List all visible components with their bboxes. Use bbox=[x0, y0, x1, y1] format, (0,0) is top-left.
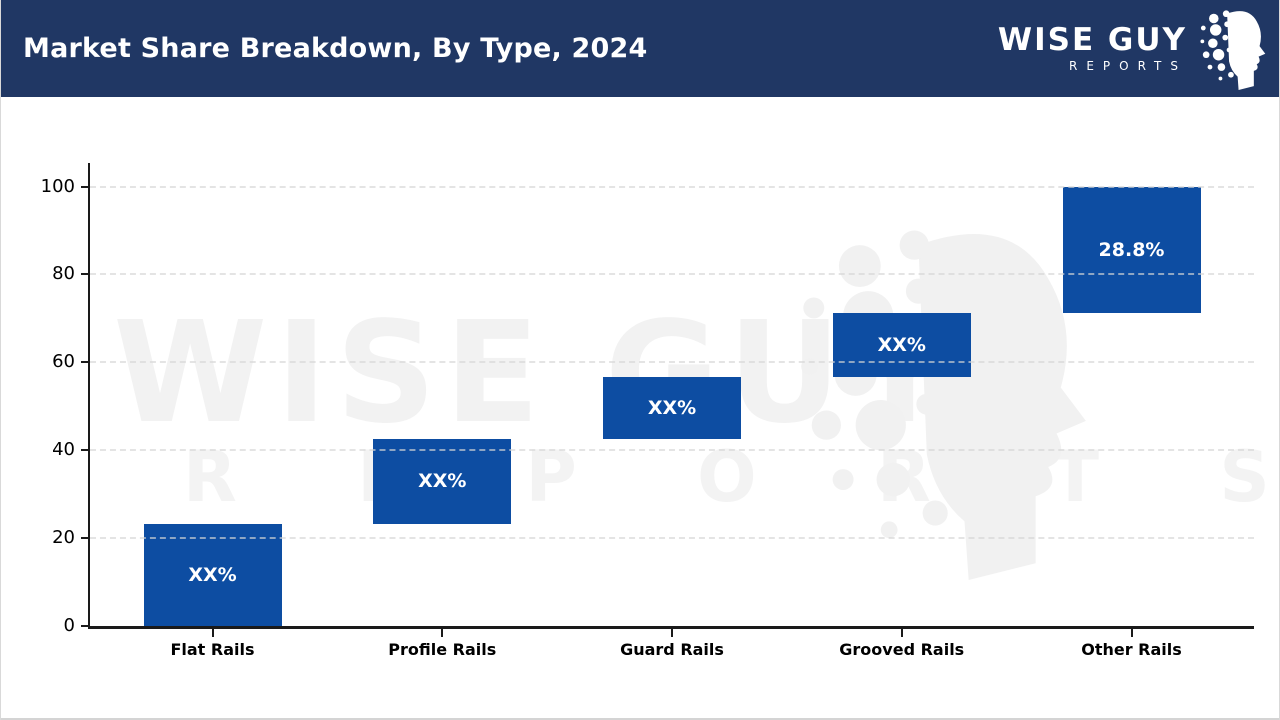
bar-profile-rails: XX% bbox=[373, 439, 512, 524]
gridline-80 bbox=[90, 273, 1254, 276]
x-axis-tick bbox=[1130, 629, 1133, 637]
x-axis-tick bbox=[441, 629, 444, 637]
bar-value-label: 28.8% bbox=[1098, 238, 1165, 261]
bar-value-label: XX% bbox=[188, 563, 237, 586]
y-axis-tick-label: 40 bbox=[52, 439, 75, 461]
bar-guard-rails: XX% bbox=[603, 377, 741, 440]
bar-value-label: XX% bbox=[877, 334, 926, 357]
y-axis-tick bbox=[81, 361, 89, 364]
y-axis-tick bbox=[81, 449, 89, 452]
x-axis-line bbox=[88, 626, 1254, 629]
y-axis-tick-label: 100 bbox=[40, 175, 75, 197]
y-axis-tick bbox=[81, 185, 89, 188]
page-title: Market Share Breakdown, By Type, 2024 bbox=[23, 33, 648, 64]
header-bar: Market Share Breakdown, By Type, 2024 WI… bbox=[1, 0, 1279, 97]
bar-value-label: XX% bbox=[418, 470, 467, 493]
y-axis-tick bbox=[81, 537, 89, 540]
y-axis-tick-label: 80 bbox=[52, 263, 75, 285]
bar-other-rails: 28.8% bbox=[1062, 186, 1201, 314]
y-axis-tick-label: 0 bbox=[63, 615, 75, 636]
x-axis-category-label: Grooved Rails bbox=[839, 640, 965, 659]
y-axis-tick-label: 20 bbox=[52, 527, 75, 549]
logo-wordmark: WISE GUY REPORTS bbox=[997, 22, 1187, 73]
gridline-20 bbox=[90, 537, 1254, 540]
x-axis-category-label: Profile Rails bbox=[388, 640, 497, 659]
x-axis-category-label: Guard Rails bbox=[620, 640, 724, 659]
gridline-40 bbox=[90, 449, 1254, 452]
logo-wordmark-line2: REPORTS bbox=[1068, 59, 1187, 73]
brand-logo: WISE GUY REPORTS bbox=[997, 8, 1279, 90]
x-axis-tick bbox=[900, 629, 903, 637]
y-axis-tick bbox=[81, 625, 89, 627]
logo-wordmark-line1: WISE GUY bbox=[997, 22, 1187, 58]
bar-value-label: XX% bbox=[647, 397, 697, 420]
dotted-head-icon bbox=[1200, 9, 1266, 90]
gridline-100 bbox=[90, 185, 1254, 188]
x-axis-tick bbox=[211, 629, 214, 637]
bottom-border bbox=[1, 718, 1279, 720]
gridline-60 bbox=[90, 361, 1254, 364]
bar-flat-rails: XX% bbox=[143, 523, 282, 626]
y-axis-tick-label: 60 bbox=[52, 351, 75, 373]
x-axis-category-label: Flat Rails bbox=[170, 640, 255, 659]
y-axis-line bbox=[88, 163, 90, 629]
x-axis-category-label: Other Rails bbox=[1081, 640, 1182, 659]
y-axis-tick bbox=[81, 273, 89, 276]
x-axis-tick bbox=[671, 629, 673, 637]
bar-grooved-rails: XX% bbox=[832, 313, 971, 378]
